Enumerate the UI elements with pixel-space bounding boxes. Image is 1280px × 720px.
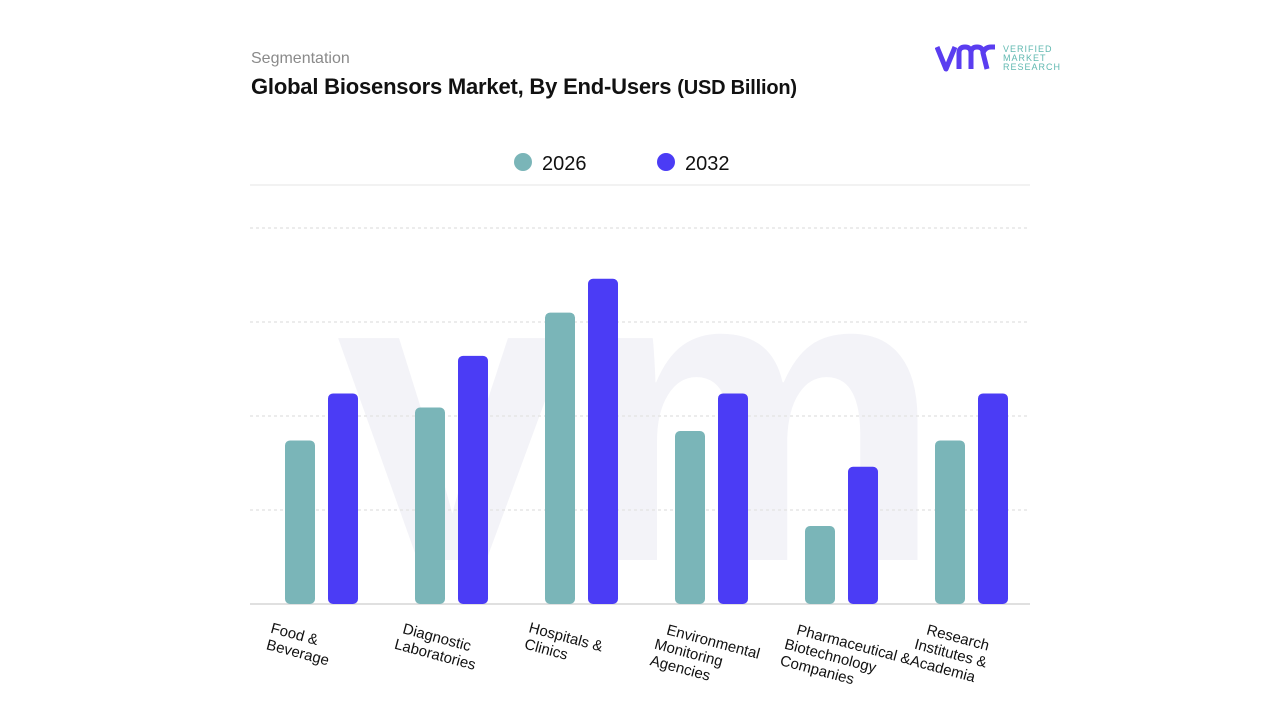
bar-2032 — [588, 278, 618, 604]
bar-2032 — [458, 355, 488, 604]
logo-text: VERIFIED MARKET RESEARCH — [1003, 43, 1062, 72]
x-tick-label: Food &Beverage — [264, 620, 335, 669]
section-label: Segmentation — [251, 50, 350, 67]
bar-2032 — [718, 393, 748, 604]
legend-marker-2032 — [657, 153, 675, 171]
bar-2026 — [935, 440, 965, 604]
bar-2026 — [675, 431, 705, 604]
bar-2032 — [328, 393, 358, 604]
legend-marker-2026 — [514, 153, 532, 171]
chart-title: Global Biosensors Market, By End-Users (… — [251, 74, 797, 100]
title-text: Global Biosensors Market, By End-Users — [251, 74, 672, 99]
legend-label-2032: 2032 — [685, 153, 730, 175]
bar-2026 — [805, 525, 835, 604]
vmr-logo-mark-icon — [935, 44, 995, 72]
logo-line: RESEARCH — [1003, 61, 1062, 72]
bar-2026 — [415, 407, 445, 604]
bar-2026 — [285, 440, 315, 604]
vmr-logo: VERIFIED MARKET RESEARCH — [935, 44, 1061, 72]
title-unit: (USD Billion) — [677, 77, 797, 99]
bar-2032 — [978, 393, 1008, 604]
bar-2032 — [848, 466, 878, 604]
logo-line: VERIFIED — [1003, 43, 1053, 54]
bar-2026 — [545, 312, 575, 604]
x-tick-label: ResearchInstitutes &Academia — [908, 619, 993, 687]
legend-label-2026: 2026 — [542, 153, 587, 175]
logo-line: MARKET — [1003, 52, 1047, 63]
